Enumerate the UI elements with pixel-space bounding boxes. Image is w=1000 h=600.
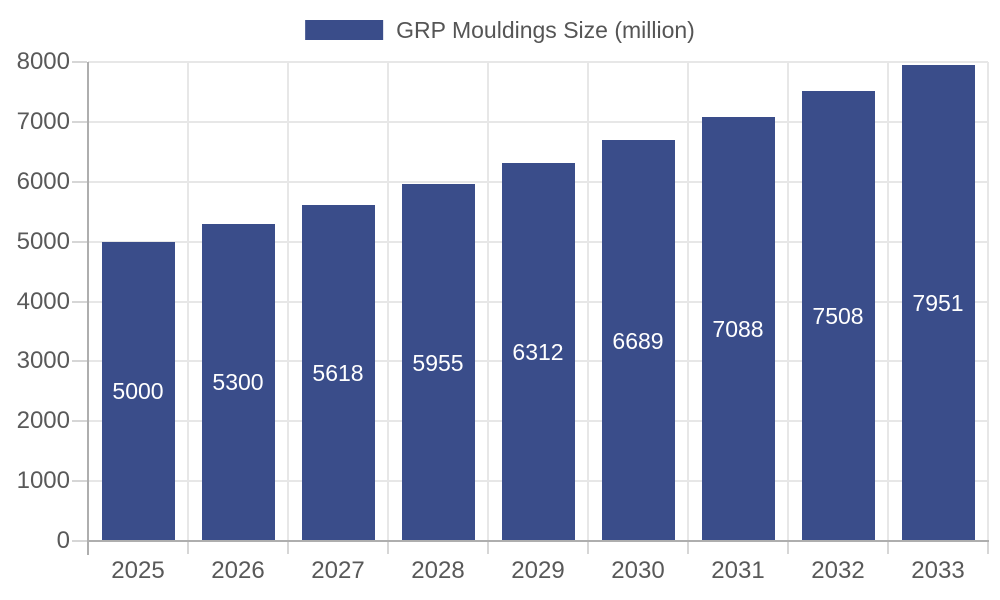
gridline-vertical [887,62,889,541]
y-tick-label: 6000 [16,167,70,195]
y-tick-label: 4000 [16,287,70,315]
y-axis-tick [72,480,87,483]
y-tick-label: 3000 [16,347,70,375]
gridline-horizontal [88,120,988,123]
x-axis-line [87,540,989,542]
y-tick-label: 7000 [16,107,70,135]
x-tick-label: 2032 [811,557,865,584]
y-axis-tick [72,360,87,363]
bar-value-label: 6689 [612,327,664,354]
y-axis-tick [72,420,87,423]
y-axis-tick [72,120,87,123]
x-tick-label: 2027 [311,557,365,584]
x-axis-tick [187,542,189,554]
bar [501,163,575,541]
plot-area: 0 1000 2000 3000 4000 5000 6000 7000 8000 5000 202… [17,48,989,584]
legend-swatch [305,20,384,40]
x-tick-label: 2033 [911,557,965,584]
bar-value-label: 5618 [312,359,364,386]
y-axis-tick [72,61,87,63]
y-tick-label: 8000 [16,48,70,75]
x-tick-label: 2029 [511,557,565,584]
bar [301,204,375,541]
y-axis-tick [72,540,87,542]
y-tick-label: 5000 [16,227,70,255]
bar-value-label: 5300 [212,369,264,396]
gridline-vertical [187,62,189,541]
bar [901,64,975,541]
gridline-horizontal [88,61,988,63]
y-tick-label: 1000 [16,467,70,495]
y-tick-label: 0 [56,527,70,554]
x-axis-tick [887,542,889,554]
legend-label: GRP Mouldings Size (million) [396,16,695,43]
y-axis-tick [72,180,87,183]
x-axis-tick [287,542,289,554]
y-axis-tick [72,300,87,303]
x-axis-tick [687,542,689,554]
gridline-vertical [287,62,289,541]
x-tick-label: 2028 [411,557,465,584]
y-axis-line [87,62,89,555]
x-tick-label: 2026 [211,557,265,584]
gridline-vertical [987,62,989,541]
gridline-vertical [387,62,389,541]
x-tick-label: 2025 [111,557,165,584]
bar-value-label: 7088 [712,315,764,342]
bar-value-label: 6312 [512,339,564,366]
gridline-vertical [487,62,489,541]
bar [801,91,875,541]
x-tick-label: 2031 [711,557,765,584]
bar-value-label: 5000 [112,378,164,405]
bar [201,223,275,541]
gridline-vertical [587,62,589,541]
x-axis-tick [987,542,989,554]
bar [701,116,775,541]
gridline-vertical [787,62,789,541]
bar-value-label: 5955 [412,349,464,376]
y-tick-label: 2000 [16,407,70,435]
x-axis-tick [487,542,489,554]
legend-item[interactable]: GRP Mouldings Size (million) [305,16,695,44]
bar [101,241,175,541]
bar [401,184,475,541]
x-axis-tick [787,542,789,554]
bar-value-label: 7508 [812,303,864,330]
x-axis-tick [587,542,589,554]
x-tick-label: 2030 [611,557,665,584]
gridline-vertical [687,62,689,541]
y-axis-tick [72,240,87,243]
bar-value-label: 7951 [912,289,964,316]
x-axis-tick [387,542,389,554]
bar [601,140,675,541]
